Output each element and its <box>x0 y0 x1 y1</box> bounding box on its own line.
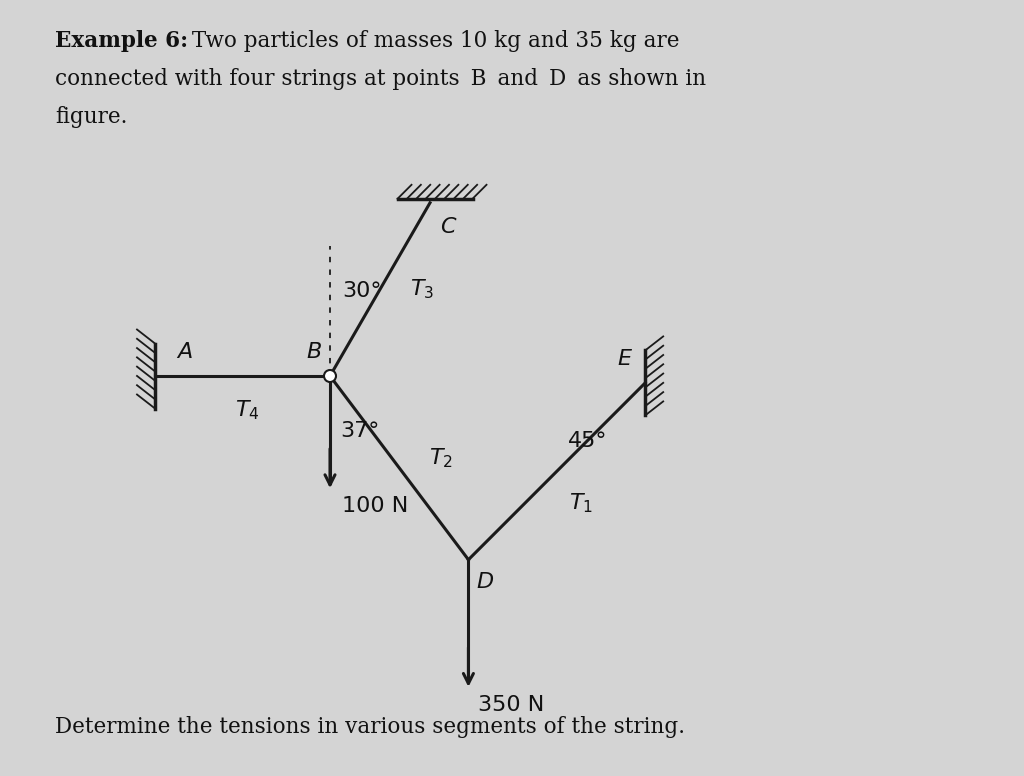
Text: connected with four strings at points  B  and  D  as shown in: connected with four strings at points B … <box>55 68 707 90</box>
Text: $T_2$: $T_2$ <box>429 446 453 469</box>
Text: Determine the tensions in various segments of the string.: Determine the tensions in various segmen… <box>55 716 685 738</box>
Text: $T_4$: $T_4$ <box>236 398 260 421</box>
Text: 100 N: 100 N <box>342 496 409 516</box>
Circle shape <box>324 370 336 382</box>
Text: 45°: 45° <box>567 431 607 451</box>
Text: A: A <box>177 342 193 362</box>
Text: figure.: figure. <box>55 106 127 128</box>
Text: D: D <box>476 572 494 591</box>
Text: $T_1$: $T_1$ <box>568 491 593 515</box>
Text: Two particles of masses 10 kg and 35 kg are: Two particles of masses 10 kg and 35 kg … <box>185 30 680 52</box>
Text: E: E <box>617 349 631 369</box>
Text: B: B <box>307 342 322 362</box>
Text: 350 N: 350 N <box>478 695 545 715</box>
Text: 37°: 37° <box>340 421 379 441</box>
Text: $T_3$: $T_3$ <box>410 278 434 301</box>
Text: 30°: 30° <box>342 281 382 301</box>
Text: Example 6:: Example 6: <box>55 30 188 52</box>
Text: C: C <box>440 217 456 237</box>
